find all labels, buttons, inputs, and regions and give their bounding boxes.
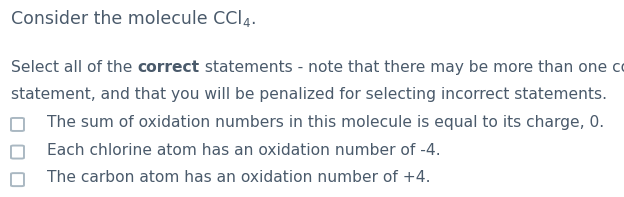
Text: The sum of oxidation numbers in this molecule is equal to its charge, 0.: The sum of oxidation numbers in this mol…: [47, 115, 604, 130]
Text: .: .: [250, 10, 255, 28]
Text: Consider the molecule CCl: Consider the molecule CCl: [11, 10, 243, 28]
Text: correct: correct: [137, 60, 200, 75]
FancyBboxPatch shape: [11, 118, 24, 131]
Text: statement, and that you will be penalized for selecting incorrect statements.: statement, and that you will be penalize…: [11, 86, 607, 101]
Text: statements - note that there may be more than one correct: statements - note that there may be more…: [200, 60, 624, 75]
Text: Select all of the: Select all of the: [11, 60, 137, 75]
Text: 4: 4: [243, 17, 250, 30]
FancyBboxPatch shape: [11, 146, 24, 159]
Text: Each chlorine atom has an oxidation number of -4.: Each chlorine atom has an oxidation numb…: [47, 143, 441, 158]
Text: The carbon atom has an oxidation number of +4.: The carbon atom has an oxidation number …: [47, 170, 431, 185]
FancyBboxPatch shape: [11, 173, 24, 186]
